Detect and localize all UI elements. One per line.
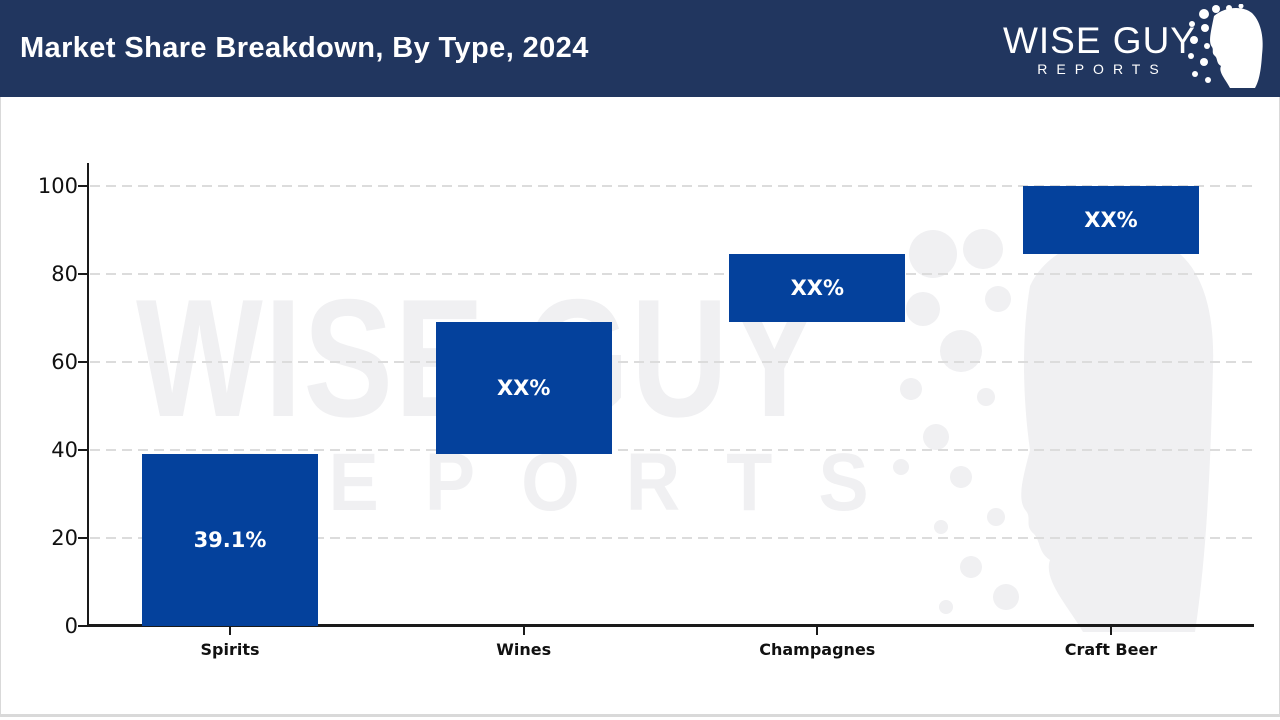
gridline-20 [90,537,1253,539]
y-axis-tick-label: 60 [51,350,78,374]
y-axis-line [87,163,89,626]
bar-value-label: XX% [1084,207,1138,232]
brand-logo: WISE GUY REPORTS [1002,3,1266,90]
y-axis-tick-mark [78,273,87,275]
y-axis-tick-label: 40 [51,438,78,462]
gridline-60 [90,361,1253,363]
brand-name: WISE GUY [1002,19,1196,61]
x-axis-category-label: Craft Beer [1064,640,1158,659]
x-axis-tick-mark [229,627,231,635]
gridline-80 [90,273,1253,275]
y-axis-tick-mark [78,361,87,363]
waterfall-chart: 0 20 40 60 80 100 39.1% Spirits XX% Wines XX% Champ… [0,97,1280,717]
bar-spirits: 39.1% [142,453,318,626]
bar-champagnes: XX% [729,253,906,322]
bar-value-label: XX% [496,375,551,400]
page-border-bottom [0,714,1280,717]
y-axis-tick-label: 80 [51,262,78,286]
x-axis-line [87,624,1254,627]
bar-craft-beer: XX% [1023,186,1199,254]
bar-wines: XX% [435,321,612,454]
y-axis-tick-mark [78,185,87,187]
header-bar: Market Share Breakdown, By Type, 2024 WI… [0,0,1280,97]
x-axis-tick-mark [522,627,525,635]
y-axis-tick-mark [78,449,87,451]
x-axis-category-label: Wines [496,640,552,659]
gridline-100 [90,185,1253,187]
y-axis-tick-label: 0 [64,614,78,638]
x-axis-category-label: Spirits [200,640,260,659]
page-border-left [0,97,1,717]
x-axis-tick-mark [1110,627,1112,635]
bar-value-label: 39.1% [193,527,267,552]
brand-subtitle: REPORTS [1037,60,1168,77]
y-axis-tick-label: 20 [51,526,78,550]
x-axis-tick-mark [816,627,819,635]
y-axis-tick-label: 100 [37,174,78,198]
bar-value-label: XX% [790,275,845,300]
gridline-40 [90,449,1253,451]
y-axis-tick-mark [78,625,87,627]
brand-logo-text: WISE GUY REPORTS [1002,19,1196,77]
y-axis-tick-mark [78,537,87,539]
wise-guy-head-icon [1188,3,1263,88]
page-title: Market Share Breakdown, By Type, 2024 [20,32,589,64]
x-axis-category-label: Champagnes [759,640,876,659]
